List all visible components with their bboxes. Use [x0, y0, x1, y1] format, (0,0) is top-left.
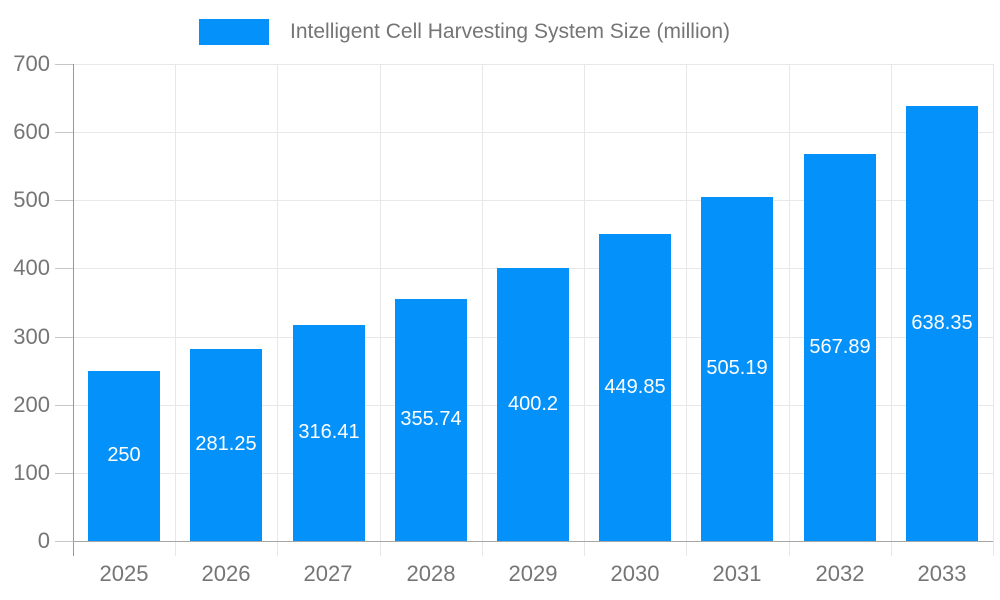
bar-2029[interactable]: 400.2 [497, 268, 569, 541]
x-axis-label: 2030 [610, 561, 660, 586]
v-gridline [277, 64, 278, 556]
bar-value-label: 567.89 [809, 336, 871, 358]
legend-item[interactable]: Intelligent Cell Harvesting System Size … [199, 19, 730, 45]
x-axis-label: 2029 [508, 561, 558, 586]
y-axis-tick-label: 400 [13, 255, 50, 280]
v-gridline [686, 64, 687, 556]
y-axis-tick-label: 600 [13, 119, 50, 144]
y-axis-tick-label: 300 [13, 324, 50, 349]
y-axis-tick-label: 100 [13, 460, 50, 485]
legend-swatch [199, 19, 269, 45]
bar-2028[interactable]: 355.74 [395, 299, 467, 541]
bar-value-label: 250 [107, 444, 141, 466]
v-gridline [584, 64, 585, 556]
bar-value-label: 355.74 [400, 408, 462, 430]
y-axis-tick [55, 405, 73, 406]
bar-value-label: 400.2 [507, 393, 559, 415]
x-axis-label: 2031 [712, 561, 762, 586]
bar-2026[interactable]: 281.25 [190, 349, 262, 541]
v-gridline [482, 64, 483, 556]
h-gridline [73, 200, 993, 201]
bar-value-label: 638.35 [911, 312, 973, 334]
x-axis-label: 2025 [99, 561, 149, 586]
x-axis-label: 2028 [406, 561, 456, 586]
bar-2027[interactable]: 316.41 [293, 325, 365, 541]
y-axis-tick-label: 700 [13, 51, 50, 76]
x-axis-line [73, 541, 993, 542]
h-gridline [73, 132, 993, 133]
v-gridline [175, 64, 176, 556]
v-gridline [380, 64, 381, 556]
legend-label: Intelligent Cell Harvesting System Size … [290, 20, 730, 43]
bar-2033[interactable]: 638.35 [906, 106, 978, 541]
x-axis-label: 2027 [303, 561, 353, 586]
x-axis-label: 2033 [917, 561, 967, 586]
y-axis-tick [55, 268, 73, 269]
y-axis-tick [55, 64, 73, 65]
y-axis-tick [55, 541, 73, 542]
bar-value-label: 281.25 [195, 433, 257, 455]
x-axis-label: 2026 [201, 561, 251, 586]
v-gridline [789, 64, 790, 556]
bar-value-label: 316.41 [298, 421, 360, 443]
y-axis-tick [55, 473, 73, 474]
bar-value-label: 449.85 [604, 376, 666, 398]
y-axis-tick [55, 132, 73, 133]
bar-value-label: 505.19 [706, 357, 768, 379]
bar-2032[interactable]: 567.89 [804, 154, 876, 541]
bar-2031[interactable]: 505.19 [701, 197, 773, 541]
y-axis-tick [55, 337, 73, 338]
y-axis-tick-label: 200 [13, 392, 50, 417]
x-axis-label: 2032 [815, 561, 865, 586]
v-gridline [891, 64, 892, 556]
h-gridline [73, 64, 993, 65]
bar-2025[interactable]: 250 [88, 371, 160, 541]
v-gridline [993, 64, 994, 556]
y-axis-line [73, 64, 74, 556]
y-axis-tick [55, 200, 73, 201]
bar-2030[interactable]: 449.85 [599, 234, 671, 541]
y-axis-tick-label: 0 [37, 528, 50, 553]
y-axis-tick-label: 500 [13, 187, 50, 212]
